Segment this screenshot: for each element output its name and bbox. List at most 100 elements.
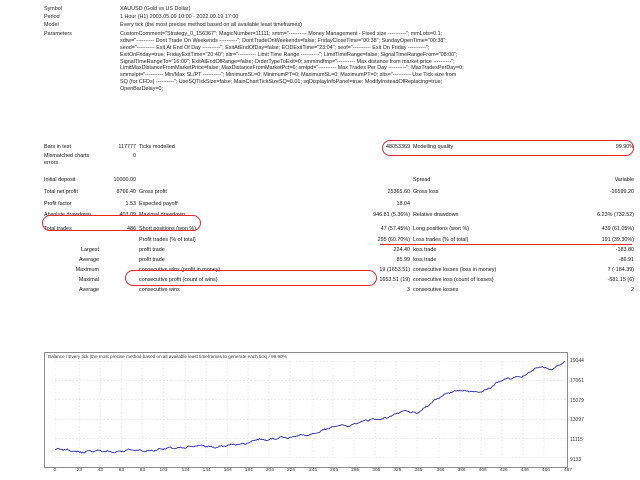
parameters-label: Parameters (44, 31, 72, 38)
x-tick-label: 204 (265, 468, 274, 473)
table-row: Mismatched charts errors 0 (44, 153, 636, 167)
x-tick-label: 325 (393, 468, 402, 473)
table-row: Largest profit trade 224.40 loss trade -… (44, 247, 636, 254)
initial-deposit-label: Initial deposit (44, 177, 76, 184)
bars-in-test-label: Bars in test (44, 144, 71, 150)
model-value: Every tick (the most precise method base… (120, 22, 302, 29)
parameters-line: sdtw="---------- Dont Trade On Weekends … (120, 38, 447, 45)
table-row: Absolute drawdown 403.09 Maximal drawdow… (44, 212, 636, 219)
x-tick-label: 83 (139, 468, 146, 473)
table-row: Maximum consecutive wins (profit in mone… (44, 267, 636, 274)
total-net-profit-label: Total net profit (44, 189, 78, 196)
x-tick-label: 426 (499, 468, 508, 473)
average-profit-trade-label: profit trade (139, 256, 165, 263)
modelling-quality-value: 99.90% (615, 144, 634, 150)
gross-loss-label: Gross loss (413, 189, 439, 196)
header-row-period: Period 1 Hour (H1) 2003.05.09 10:00 - 20… (44, 14, 636, 20)
chart-title: Balance / Every tick (the most precise m… (48, 354, 287, 359)
long-positions-label: Long positions (won %) (413, 226, 470, 233)
largest-profit-trade-label: profit trade (139, 246, 165, 253)
maximal-consecutive-loss-value: -581.15 (6) (607, 277, 634, 284)
profit-trades-value: 295 (60.70%) (377, 236, 410, 243)
statistics-table: Bars in test 117777 Ticks modelled 48053… (44, 144, 636, 295)
average-consecutive-label: Average (79, 287, 99, 294)
x-tick-label: 184 (244, 468, 253, 473)
profit-factor-label: Profit factor (44, 201, 72, 208)
y-tick-label: 11115 (570, 437, 583, 444)
header-row-parameters: Parameters CustomComment="Strategy_0_156… (44, 31, 636, 92)
x-tick-label: 446 (520, 468, 529, 473)
x-tick-label: 345 (414, 468, 423, 473)
parameters-line: OpenBarDelay=0; (120, 85, 164, 92)
symbol-label: Symbol (44, 6, 62, 12)
y-tick-label: 19044 (570, 358, 584, 364)
modelling-quality-label: Modelling quality (413, 144, 454, 150)
short-positions-label: Short positions (won %) (139, 226, 196, 233)
table-row: Average consecutive wins 3 consecutive l… (44, 287, 636, 294)
average-label: Average (79, 256, 99, 263)
largest-loss-trade-value: -183.80 (615, 246, 634, 253)
gross-profit-label: Gross profit (139, 189, 167, 196)
x-tick-label: 265 (330, 468, 339, 473)
absolute-drawdown-label: Absolute drawdown (44, 212, 92, 219)
loss-trades-value: 191 (39.30%) (601, 236, 634, 243)
chart-x-axis: 0 23 43 63 83 103 124 144 164 184 204 224 245 265 285 3… (40, 466, 580, 478)
largest-label: Largest (81, 246, 99, 253)
chart-y-axis: 9133 11115 13097 15079 17061 19044 (570, 352, 630, 472)
model-label: Model (44, 22, 59, 29)
table-row: Profit trades (% of total) 295 (60.70%) … (44, 237, 636, 244)
x-tick-label: 466 (541, 468, 550, 473)
max-consecutive-losses-label: consecutive losses (loss in money) (413, 267, 497, 274)
parameters-line: LimitMaxDistanceFromMarketPrice=false; M… (120, 65, 464, 72)
x-tick-label: 63 (118, 468, 125, 473)
y-tick-label: 17061 (570, 377, 584, 384)
table-row: Maximal consecutive profit (count of win… (44, 277, 636, 284)
average-profit-trade-value: 85.99 (396, 256, 411, 263)
y-tick-label: 13097 (570, 417, 584, 424)
max-consecutive-losses-value: 7 (-184.39) (607, 267, 634, 274)
maximal-consecutive-profit-value: 1653.51 (19) (379, 277, 410, 284)
x-tick-label: 144 (202, 468, 211, 473)
table-row: Profit factor 1.53 Expected payoff 18.04 (44, 201, 636, 208)
balance-chart: Balance / Every tick (the most precise m… (44, 352, 568, 468)
parameters-line: SQ (for CFDs) ----------"; UseSQTickSize… (120, 78, 443, 85)
maximal-drawdown-value: 946.81 (5.36%) (373, 212, 410, 219)
symbol-value: XAUUSD (Gold vs US Dollar) (120, 6, 191, 12)
gross-loss-value: -16599.20 (609, 189, 634, 196)
parameters-line: CustomComment="Strategy_0_156367"; Magic… (120, 31, 443, 38)
largest-loss-trade-label: loss trade (413, 246, 437, 253)
expected-payoff-value: 18.04 (396, 201, 411, 208)
report-header: Symbol XAUUSD (Gold vs US Dollar) Period… (44, 6, 636, 95)
y-tick-label: 9133 (570, 457, 582, 463)
period-label: Period (44, 14, 60, 21)
avg-consecutive-wins-label: consecutive wins (139, 287, 180, 294)
initial-deposit-value: 10000.00 (113, 177, 136, 184)
spread-label: Spread (413, 177, 431, 184)
avg-consecutive-losses-value: 2 (631, 287, 634, 294)
x-tick-label: 23 (76, 468, 82, 473)
table-row: Total net profit 8766.40 Gross profit 25… (44, 189, 636, 196)
parameters-value: CustomComment="Strategy_0_156367"; Magic… (120, 31, 636, 92)
x-tick-label: 0 (53, 468, 57, 473)
bars-in-test-value: 117777 (118, 144, 136, 150)
max-consecutive-wins-value: 19 (1653.51) (379, 267, 410, 274)
max-consecutive-wins-label: consecutive wins (profit in money) (139, 267, 221, 274)
x-tick-label: 164 (223, 468, 232, 473)
x-tick-label: 366 (436, 468, 445, 473)
maximum-label: Maximum (75, 267, 99, 274)
table-row: Average profit trade 85.99 loss trade -8… (44, 257, 636, 264)
mismatched-charts-errors-value: 0 (133, 153, 136, 160)
average-loss-trade-label: loss trade (413, 256, 437, 263)
maximal-drawdown-label: Maximal drawdown (139, 212, 186, 219)
mismatched-charts-errors-label: Mismatched charts errors (44, 153, 90, 167)
x-tick-label: 487 (563, 468, 573, 473)
loss-trades-label: Loss trades (% of total) (413, 236, 469, 243)
x-tick-label: 386 (457, 468, 466, 473)
x-tick-label: 245 (309, 468, 318, 473)
relative-drawdown-value: 6.23% (732.52) (597, 212, 634, 219)
total-net-profit-value: 8766.40 (116, 189, 137, 196)
long-positions-value: 439 (61.05%) (601, 226, 634, 233)
maximal-label: Maximal (78, 277, 99, 284)
table-row: Initial deposit 10000.00 Spread Variable (44, 177, 636, 184)
